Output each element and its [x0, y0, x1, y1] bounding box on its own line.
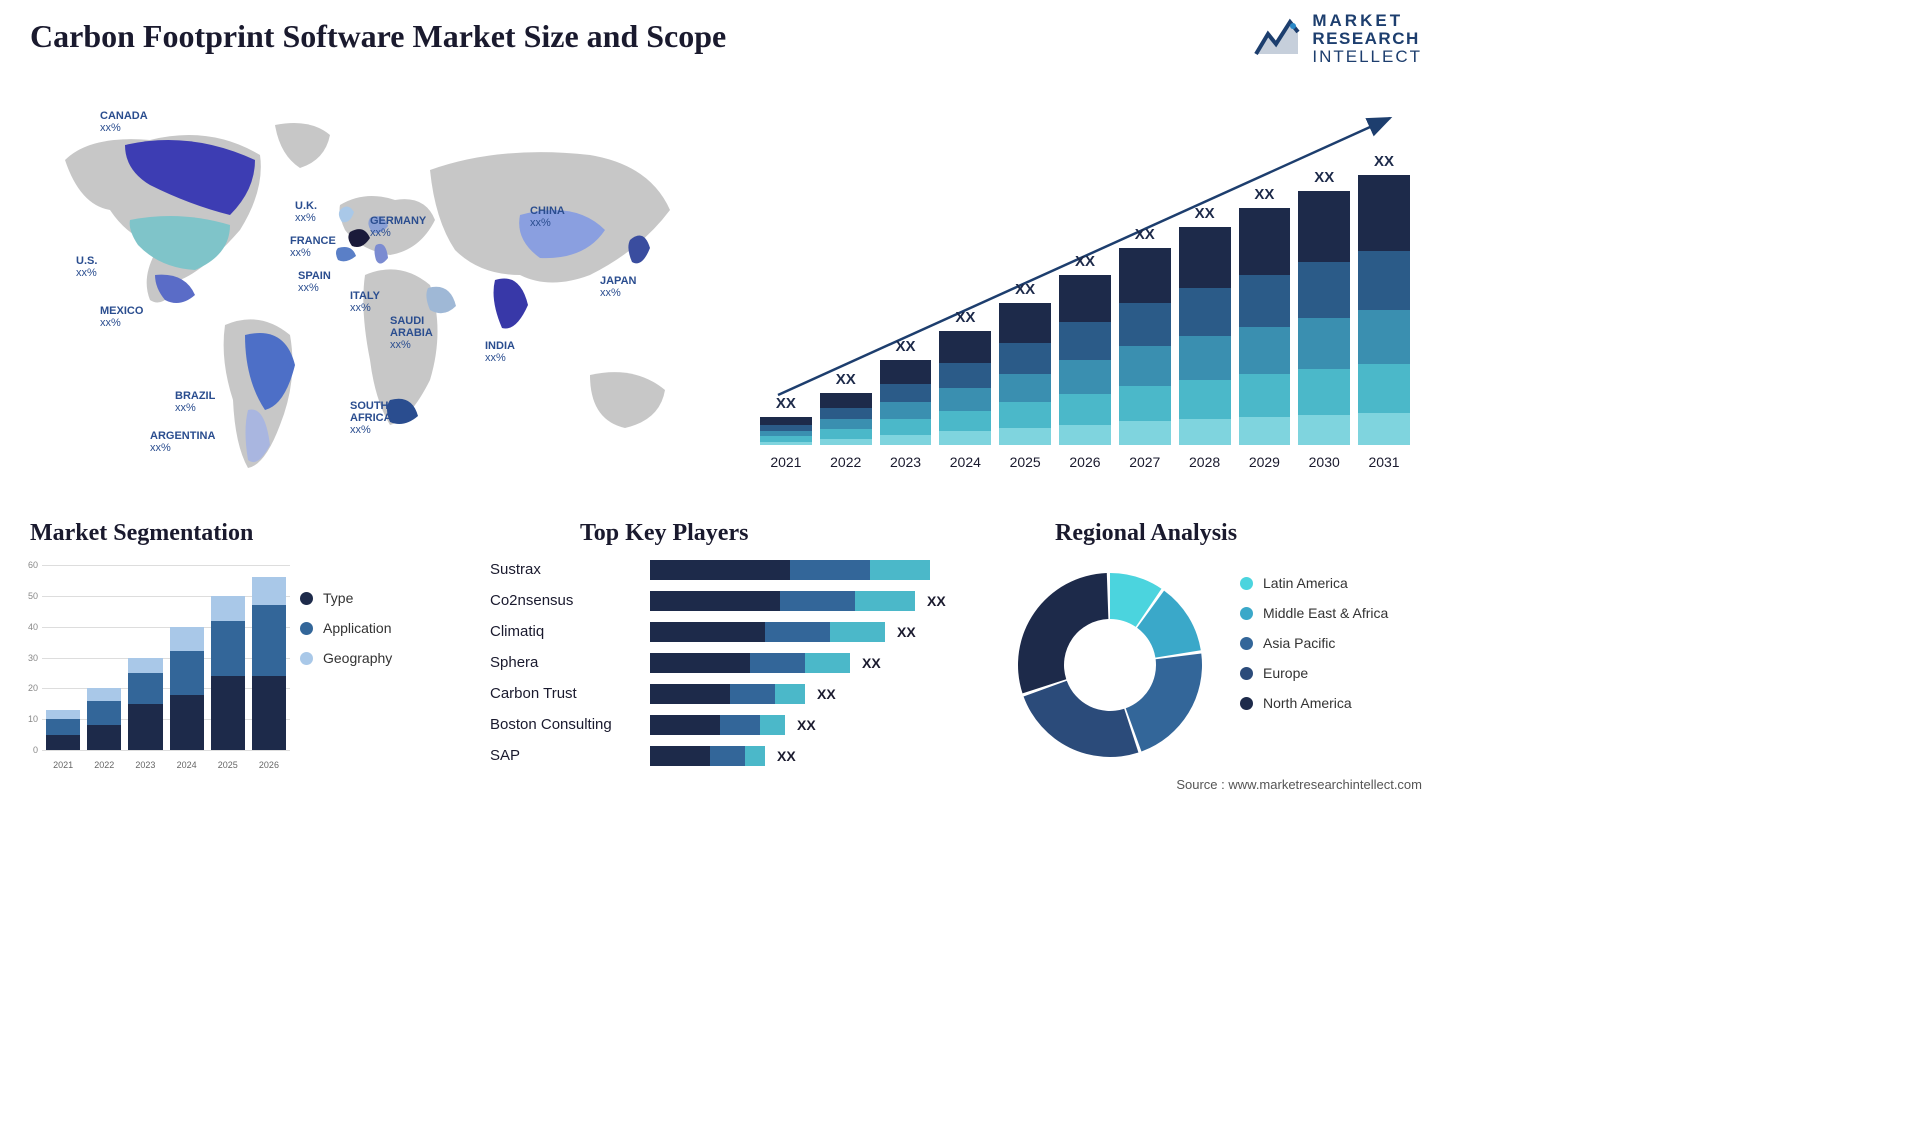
player-name: Sustrax: [490, 560, 640, 580]
player-bar: XX: [650, 684, 950, 704]
main-xaxis-label: 2024: [939, 454, 991, 470]
map-label: GERMANYxx%: [370, 215, 426, 239]
regional-donut: [1010, 565, 1210, 765]
main-xaxis-label: 2028: [1179, 454, 1231, 470]
player-bar: XX: [650, 653, 950, 673]
seg-xaxis-label: 2023: [128, 760, 162, 770]
main-bar: XX: [820, 393, 872, 445]
segmentation-legend: Type Application Geography: [300, 590, 392, 666]
map-label: U.S.xx%: [76, 255, 97, 279]
map-label: BRAZILxx%: [175, 390, 215, 414]
regional-title: Regional Analysis: [1055, 520, 1237, 547]
player-name: Carbon Trust: [490, 684, 640, 704]
segmentation-chart: 0 10 20 30 40 50 60 2021 2022 2023 2024 2025 2026: [20, 560, 290, 770]
map-label: MEXICOxx%: [100, 305, 143, 329]
page-title: Carbon Footprint Software Market Size an…: [30, 18, 726, 55]
map-label: U.K.xx%: [295, 200, 317, 224]
logo-line2: RESEARCH: [1312, 30, 1422, 48]
main-growth-chart: XXXXXXXXXXXXXXXXXXXXXX 20212022202320242…: [760, 110, 1410, 470]
main-xaxis-label: 2031: [1358, 454, 1410, 470]
players-labels: Sustrax Co2nsensus Climatiq Sphera Carbon Tr…: [490, 560, 640, 766]
main-bar: XX: [1059, 275, 1111, 445]
logo-icon: [1252, 14, 1302, 64]
map-label: INDIAxx%: [485, 340, 515, 364]
seg-xaxis-label: 2024: [170, 760, 204, 770]
main-bar: XX: [760, 417, 812, 445]
main-xaxis-label: 2030: [1298, 454, 1350, 470]
source-text: Source : www.marketresearchintellect.com: [1176, 777, 1422, 792]
legend-item: Application: [300, 620, 392, 636]
seg-xaxis-label: 2025: [211, 760, 245, 770]
seg-bar: [170, 627, 204, 750]
map-label: SOUTHAFRICAxx%: [350, 400, 392, 436]
player-bar: XX: [650, 622, 950, 642]
legend-item: Europe: [1240, 665, 1388, 681]
logo-line1: MARKET: [1312, 12, 1422, 30]
legend-item: North America: [1240, 695, 1388, 711]
main-xaxis-label: 2023: [880, 454, 932, 470]
main-bar: XX: [999, 303, 1051, 445]
map-label: ITALYxx%: [350, 290, 380, 314]
main-xaxis-label: 2022: [820, 454, 872, 470]
logo-line3: INTELLECT: [1312, 48, 1422, 66]
player-name: Climatiq: [490, 622, 640, 642]
player-name: Sphera: [490, 653, 640, 673]
main-bar: XX: [1358, 175, 1410, 445]
brand-logo: MARKET RESEARCH INTELLECT: [1252, 12, 1422, 66]
main-bar: XX: [939, 331, 991, 445]
world-map: CANADAxx% U.S.xx% MEXICOxx% BRAZILxx% ARGENT…: [30, 100, 710, 480]
map-label: JAPANxx%: [600, 275, 636, 299]
players-title: Top Key Players: [580, 520, 748, 547]
seg-xaxis-label: 2021: [46, 760, 80, 770]
main-bar: XX: [1298, 191, 1350, 445]
main-bar: XX: [1119, 248, 1171, 445]
seg-bar: [252, 577, 286, 750]
seg-ytick: 0: [33, 745, 38, 755]
legend-item: Geography: [300, 650, 392, 666]
regional-legend: Latin America Middle East & Africa Asia Pa…: [1240, 575, 1388, 711]
map-label: FRANCExx%: [290, 235, 336, 259]
seg-xaxis-label: 2022: [87, 760, 121, 770]
player-bar: XX: [650, 591, 950, 611]
players-chart: XX XX XX XX XX XX: [650, 560, 950, 766]
seg-ytick: 30: [28, 653, 38, 663]
seg-ytick: 50: [28, 591, 38, 601]
main-xaxis-label: 2026: [1059, 454, 1111, 470]
seg-bar: [87, 688, 121, 750]
legend-item: Middle East & Africa: [1240, 605, 1388, 621]
main-xaxis-label: 2021: [760, 454, 812, 470]
seg-ytick: 40: [28, 622, 38, 632]
seg-bar: [46, 710, 80, 750]
legend-item: Latin America: [1240, 575, 1388, 591]
map-label: SPAINxx%: [298, 270, 331, 294]
map-label: SAUDIARABIAxx%: [390, 315, 433, 351]
main-bar: XX: [880, 360, 932, 445]
seg-ytick: 20: [28, 683, 38, 693]
map-label: CANADAxx%: [100, 110, 148, 134]
seg-xaxis-label: 2026: [252, 760, 286, 770]
map-label: ARGENTINAxx%: [150, 430, 215, 454]
main-xaxis-label: 2029: [1239, 454, 1291, 470]
seg-bar: [211, 596, 245, 750]
main-xaxis-label: 2025: [999, 454, 1051, 470]
map-label: CHINAxx%: [530, 205, 565, 229]
player-name: Boston Consulting: [490, 715, 640, 735]
legend-item: Type: [300, 590, 392, 606]
player-bar: XX: [650, 715, 950, 735]
seg-bar: [128, 658, 162, 750]
player-bar: XX: [650, 746, 950, 766]
player-name: Co2nsensus: [490, 591, 640, 611]
player-bar: [650, 560, 950, 580]
main-xaxis-label: 2027: [1119, 454, 1171, 470]
legend-item: Asia Pacific: [1240, 635, 1388, 651]
main-bar: XX: [1239, 208, 1291, 445]
player-name: SAP: [490, 746, 640, 766]
main-bar: XX: [1179, 227, 1231, 445]
segmentation-title: Market Segmentation: [30, 520, 253, 547]
seg-ytick: 60: [28, 560, 38, 570]
seg-ytick: 10: [28, 714, 38, 724]
